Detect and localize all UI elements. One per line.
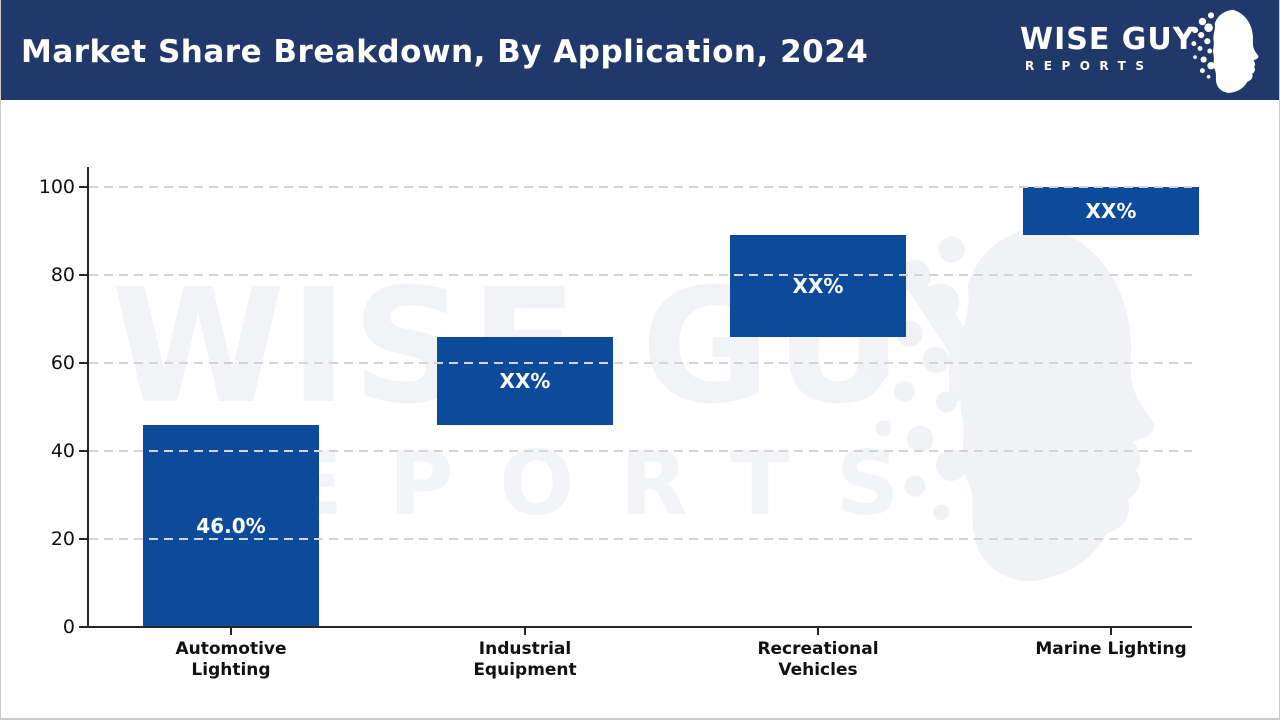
y-axis-line	[87, 167, 89, 628]
x-axis-tick	[230, 628, 232, 635]
x-category-label: Recreational Vehicles	[757, 639, 879, 680]
y-axis-tick	[79, 450, 87, 452]
gridline	[89, 186, 1192, 188]
y-axis-tick	[79, 362, 87, 364]
x-category-label: Marine Lighting	[1035, 639, 1187, 659]
page-title: Market Share Breakdown, By Application, …	[21, 34, 869, 70]
bar-segment	[143, 424, 319, 627]
gridline	[89, 450, 1192, 452]
x-axis-tick	[817, 628, 819, 635]
logo-wordmark: WISE GUY	[1020, 22, 1196, 57]
watermark-head-icon	[867, 225, 1155, 582]
gridline	[89, 538, 1192, 540]
bar-value-label: XX%	[1085, 199, 1137, 224]
bar-value-label: XX%	[792, 274, 844, 298]
gridline	[89, 274, 1192, 276]
y-axis-tick	[79, 538, 87, 540]
y-tick-label: 40	[50, 440, 75, 462]
gridline	[89, 362, 1192, 364]
x-category-label: Industrial Equipment	[473, 639, 577, 680]
bar-segment	[1023, 187, 1199, 236]
y-tick-label: 60	[50, 352, 75, 374]
y-axis-tick	[79, 626, 87, 628]
bar-value-label: 46.0%	[196, 513, 266, 538]
logo-tagline: REPORTS	[1025, 59, 1154, 73]
y-tick-label: 100	[38, 176, 75, 198]
brand-logo: WISE GUY REPORTS	[1020, 6, 1265, 96]
header: Market Share Breakdown, By Application, …	[1, 0, 1279, 100]
x-axis-tick	[524, 628, 526, 635]
bar-value-label: XX%	[499, 368, 551, 393]
bar-segment	[730, 235, 906, 337]
bar-segment	[437, 336, 613, 425]
y-axis-tick	[79, 274, 87, 276]
y-tick-label: 0	[62, 616, 75, 638]
x-category-label: Automotive Lighting	[175, 639, 287, 680]
y-tick-label: 20	[50, 528, 75, 550]
logo-head-icon	[1191, 9, 1259, 93]
y-tick-label: 80	[50, 264, 75, 286]
x-axis-line	[87, 626, 1192, 628]
y-axis-tick	[79, 186, 87, 188]
x-axis-tick	[1110, 628, 1112, 635]
